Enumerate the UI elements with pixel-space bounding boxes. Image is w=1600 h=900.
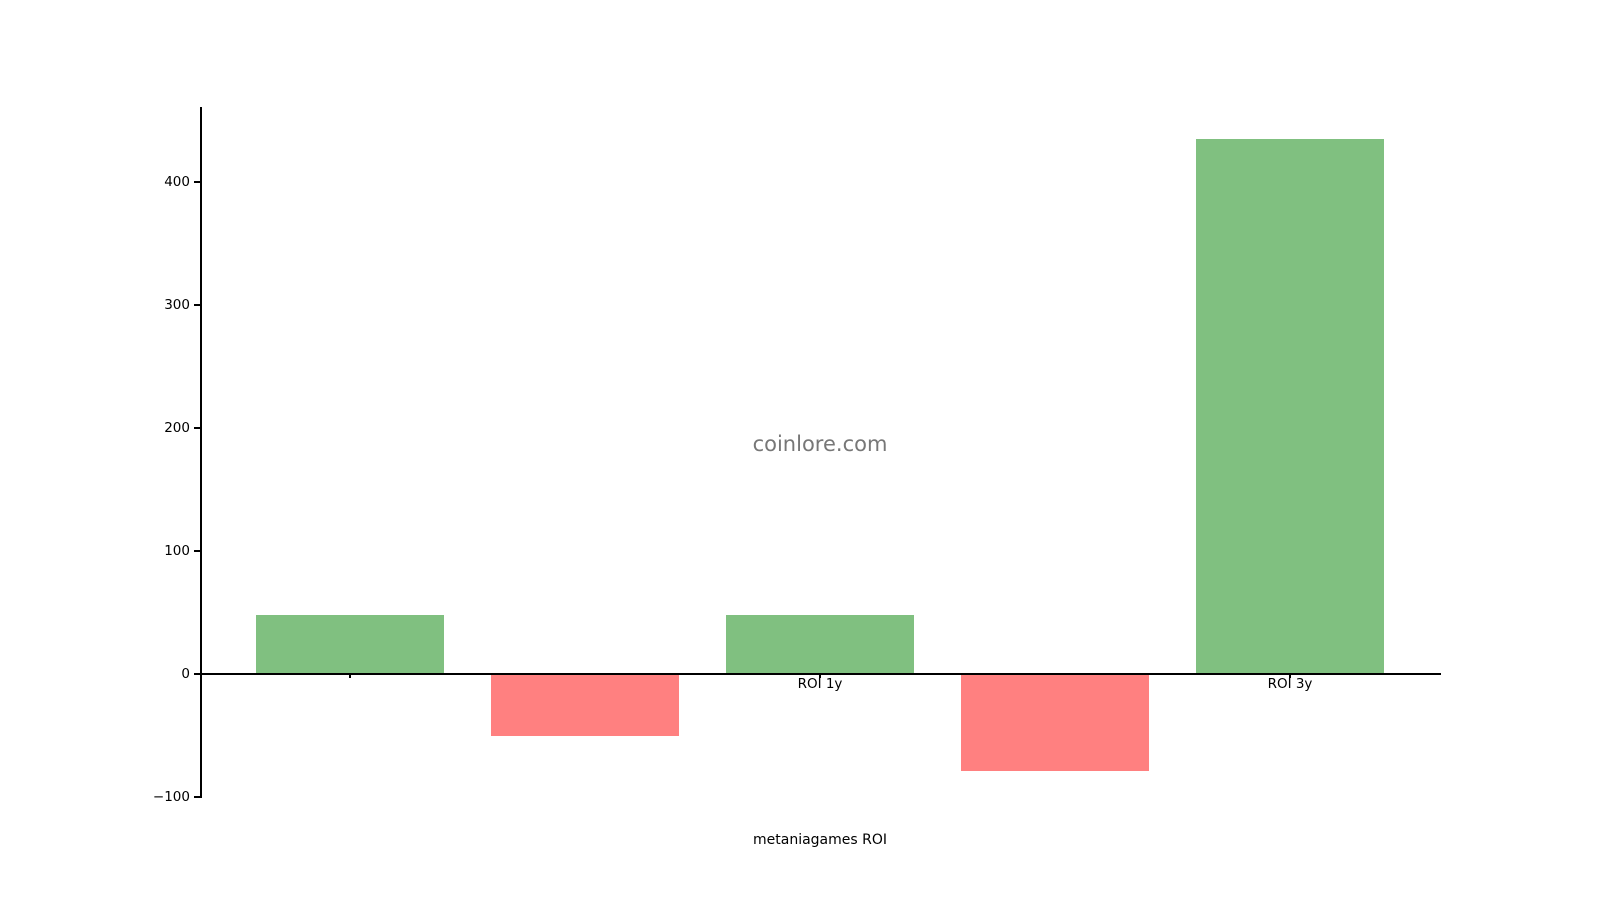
y-tick-label: 0 (181, 666, 190, 682)
bar (961, 674, 1149, 772)
x-axis-line (200, 673, 1441, 675)
y-tick-label: 400 (164, 174, 190, 190)
x-axis-title: metaniagames ROI (753, 832, 887, 848)
x-tick-label: ROI 1y (797, 676, 843, 692)
y-tick (194, 427, 200, 429)
bar (726, 614, 914, 674)
y-tick (194, 304, 200, 306)
y-tick-label: 300 (164, 297, 190, 313)
y-tick (194, 181, 200, 183)
y-tick (194, 550, 200, 552)
y-tick-label: 100 (164, 543, 190, 559)
x-tick-label: ROI 3y (1267, 676, 1313, 692)
x-tick (349, 674, 351, 678)
y-axis-spine (200, 107, 202, 798)
bar (256, 614, 444, 674)
y-tick-label: 200 (164, 420, 190, 436)
y-tick-label: −100 (152, 789, 190, 805)
x-tick (819, 674, 821, 678)
y-tick (194, 796, 200, 798)
bar (491, 674, 679, 736)
x-tick (1289, 674, 1291, 678)
y-tick (194, 673, 200, 675)
bar (1196, 138, 1384, 674)
watermark: coinlore.com (752, 432, 888, 456)
